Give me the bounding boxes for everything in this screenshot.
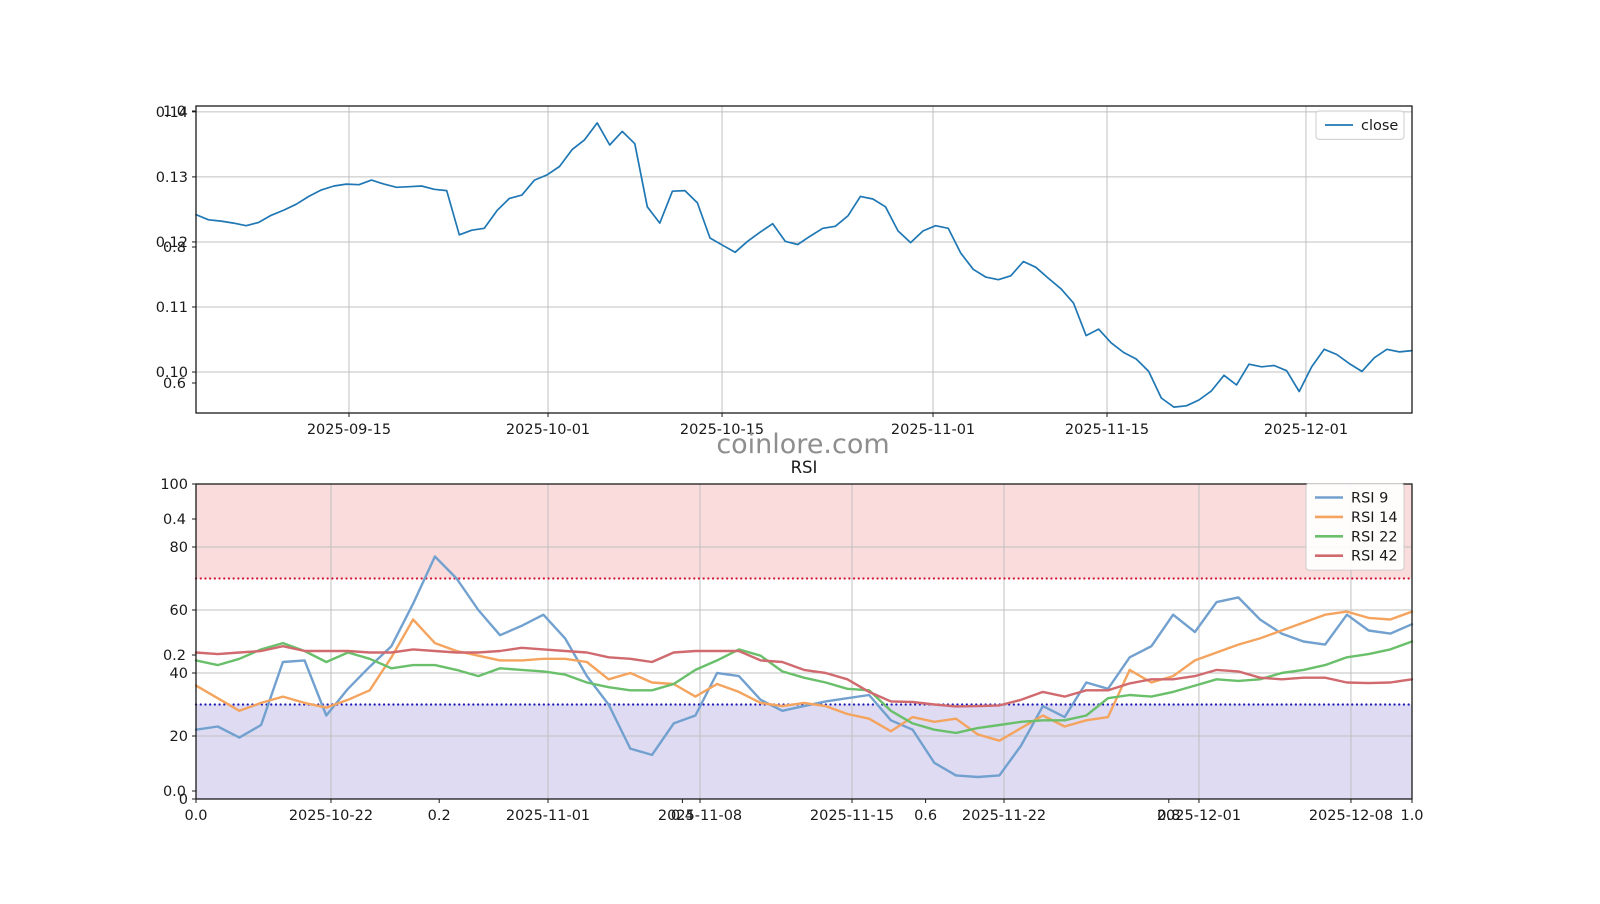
series-line-rsi-22 — [194, 640, 1414, 735]
y-tick-label: 100 — [160, 477, 188, 493]
x-tick-label: 2025-11-22 — [962, 808, 1046, 824]
overlay-x-tick-label: 0.0 — [184, 808, 207, 824]
y-tick-label: 0.14 — [156, 105, 188, 121]
rsi-panel-title: RSI — [791, 458, 818, 477]
legend-label: RSI 14 — [1351, 510, 1398, 526]
overlay-y-tick-label: 0.8 — [163, 240, 186, 256]
series-line-rsi-42 — [194, 645, 1414, 708]
axes-frame — [195, 105, 1413, 414]
overbought-band — [196, 484, 1412, 579]
data-series — [194, 122, 1414, 779]
y-tick-label: 40 — [170, 666, 188, 682]
legends: close RSI 9 RSI 14 RSI 22 RSI 42 — [1305, 110, 1405, 571]
y-tick-label: 0.12 — [156, 235, 188, 251]
oversold-band — [196, 704, 1412, 799]
x-tick-label: 2025-12-01 — [1264, 422, 1348, 438]
watermark: coinlore.com — [716, 429, 889, 460]
overlay-y-tick-label: 1.0 — [163, 104, 186, 120]
tick-marks — [192, 110, 1413, 803]
overlay-x-tick-label: 0.6 — [914, 808, 937, 824]
y-tick-label: 0 — [179, 792, 188, 808]
series-line-close — [195, 122, 1413, 408]
axes-frames — [195, 105, 1413, 800]
overlay-y-tick-label: 0.2 — [163, 648, 186, 664]
x-tick-label: 2025-11-08 — [658, 808, 742, 824]
threshold-lines — [194, 577, 1414, 706]
axes-frame — [195, 483, 1413, 800]
overlay-x-tick-label: 0.4 — [671, 808, 694, 824]
overlay-x-tick-label: 1.0 — [1400, 808, 1423, 824]
y-tick-label: 20 — [170, 729, 188, 745]
overlay-x-tick-label: 0.2 — [428, 808, 451, 824]
legend-label: close — [1361, 118, 1398, 134]
x-tick-label: 2025-10-01 — [506, 422, 590, 438]
y-tick-label: 60 — [170, 603, 188, 619]
legend-label: RSI 22 — [1351, 529, 1398, 545]
rsi-bands — [196, 484, 1412, 799]
tick-labels: 0.10 0.11 0.12 0.13 0.14 2025-09-15 2025-10-01… — [156, 104, 1424, 824]
y-tick-label: 0.13 — [156, 170, 188, 186]
overlay-y-tick-label: 0.6 — [163, 376, 186, 392]
overlay-y-tick-label: 0.4 — [163, 512, 186, 528]
legend-label: RSI 42 — [1351, 549, 1398, 565]
x-tick-label: 2025-11-15 — [1065, 422, 1149, 438]
legend-label: RSI 9 — [1351, 491, 1388, 507]
overlay-y-tick-label: 0.0 — [163, 784, 186, 800]
x-tick-label: 2025-12-08 — [1309, 808, 1393, 824]
y-tick-label: 0.11 — [156, 300, 188, 316]
x-tick-label: 2025-10-15 — [680, 422, 764, 438]
series-line-rsi-9 — [194, 555, 1414, 779]
legend-box — [1315, 110, 1405, 140]
x-tick-label: 2025-11-01 — [891, 422, 975, 438]
series-line-rsi-14 — [194, 610, 1414, 742]
x-tick-label: 2025-12-01 — [1157, 808, 1241, 824]
x-tick-label: 2025-11-15 — [810, 808, 894, 824]
x-tick-label: 2025-11-01 — [506, 808, 590, 824]
x-tick-label: 2025-09-15 — [307, 422, 391, 438]
legend-box — [1305, 483, 1405, 571]
x-tick-label: 2025-10-22 — [289, 808, 373, 824]
overlay-x-tick-label: 0.8 — [1157, 808, 1180, 824]
y-tick-label: 0.10 — [156, 365, 188, 381]
y-tick-label: 80 — [170, 540, 188, 556]
